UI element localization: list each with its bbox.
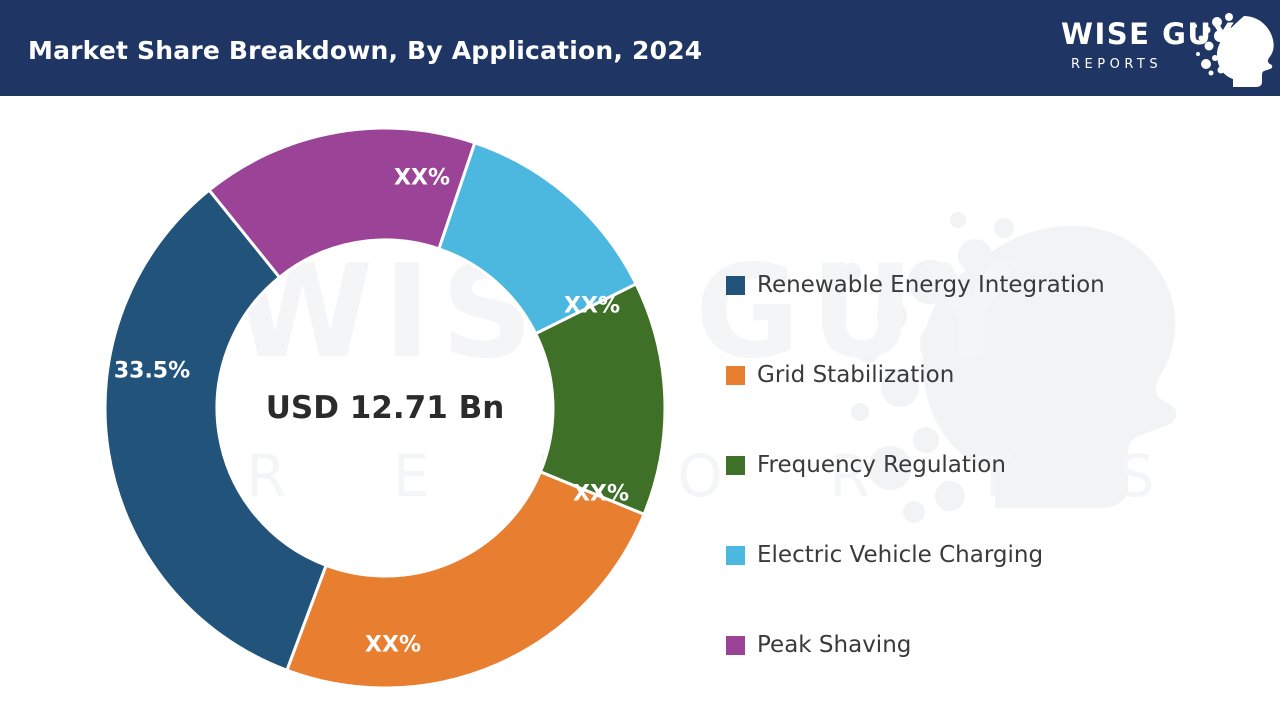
logo-head-silhouette-icon	[1193, 13, 1274, 87]
donut-slice[interactable]	[533, 281, 667, 517]
slice-percentage-label: XX%	[573, 481, 629, 507]
wise-guy-reports-logo: WISE GUY REPORTS	[1059, 8, 1274, 88]
legend-item-label: Peak Shaving	[757, 632, 912, 658]
slice-percentage-label: XX%	[365, 632, 421, 658]
donut-chart-svg	[103, 126, 667, 690]
donut-center-label: USD 12.71 Bn	[265, 390, 505, 426]
donut-slice[interactable]	[285, 469, 647, 690]
legend-item[interactable]: Grid Stabilization	[726, 330, 1266, 420]
slice-percentage-label: 33.5%	[113, 358, 191, 384]
page-header: Market Share Breakdown, By Application, …	[0, 0, 1280, 96]
donut-slice[interactable]	[207, 126, 477, 280]
legend-item-label: Electric Vehicle Charging	[757, 542, 1044, 568]
logo-svg: WISE GUY REPORTS	[1061, 13, 1274, 87]
donut-slices	[103, 126, 667, 690]
legend-item-label: Grid Stabilization	[757, 362, 955, 388]
legend-item-label: Renewable Energy Integration	[757, 272, 1105, 298]
legend-swatch-icon	[726, 545, 745, 565]
legend-swatch-icon	[726, 455, 745, 475]
donut-slice[interactable]	[436, 140, 639, 336]
legend-swatch-icon	[726, 365, 745, 385]
chart-legend: Renewable Energy Integration Grid Stabili…	[726, 240, 1266, 690]
page-title: Market Share Breakdown, By Application, …	[28, 36, 703, 65]
donut-chart: 33.5% XX% XX% XX% XX% USD 12.71 Bn	[0, 96, 700, 720]
logo-wordmark-secondary: REPORTS	[1071, 57, 1162, 72]
legend-swatch-icon	[726, 275, 745, 295]
donut-slice[interactable]	[103, 187, 329, 673]
slice-percentage-label: XX%	[394, 165, 450, 191]
legend-item[interactable]: Renewable Energy Integration	[726, 240, 1266, 330]
legend-item[interactable]: Electric Vehicle Charging	[726, 510, 1266, 600]
legend-item[interactable]: Frequency Regulation	[726, 420, 1266, 510]
legend-swatch-icon	[726, 635, 745, 655]
slice-percentage-label: XX%	[564, 293, 620, 319]
legend-item[interactable]: Peak Shaving	[726, 600, 1266, 690]
legend-item-label: Frequency Regulation	[757, 452, 1006, 478]
